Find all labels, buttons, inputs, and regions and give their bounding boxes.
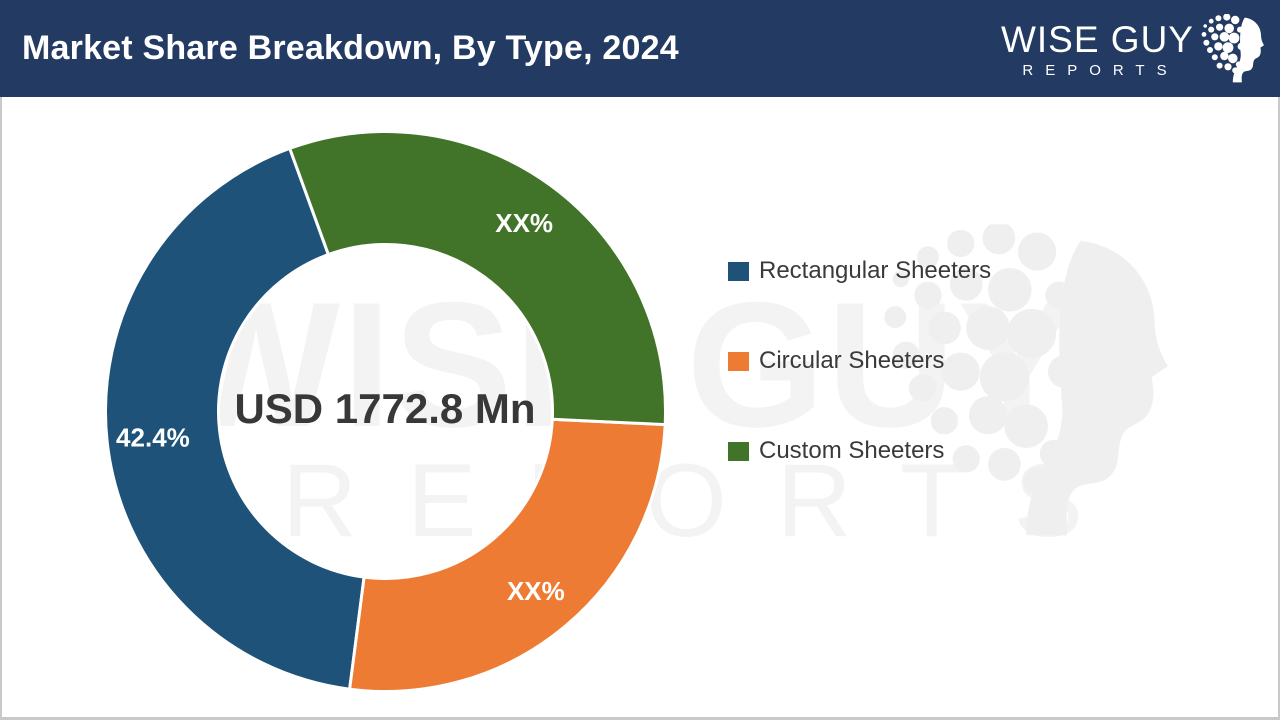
donut-chart: 42.4% XX% XX%	[104, 130, 667, 693]
legend-item-rectangular-sheeters: Rectangular Sheeters	[728, 252, 991, 290]
brand-face-icon	[1198, 9, 1264, 91]
brand-wordmark-line1: WISE GUY	[1000, 19, 1194, 61]
brand-logo: WISE GUY REPORTS	[1001, 6, 1264, 94]
donut-slice-rectangular-sheeters	[104, 146, 366, 691]
legend-item-custom-sheeters: Custom Sheeters	[728, 432, 991, 470]
donut-slice-circular-sheeters	[347, 417, 667, 693]
legend-swatch-icon	[728, 441, 749, 461]
chart-legend: Rectangular Sheeters Circular Sheeters C…	[728, 252, 991, 522]
donut-slice-custom-sheeters	[287, 130, 667, 427]
legend-label: Rectangular Sheeters	[759, 257, 992, 284]
brand-wordmark-line2: REPORTS	[1022, 61, 1179, 79]
slice-label: XX%	[507, 576, 565, 606]
legend-label: Circular Sheeters	[759, 347, 945, 374]
legend-swatch-icon	[728, 261, 749, 281]
legend-item-circular-sheeters: Circular Sheeters	[728, 342, 991, 380]
page-title: Market Share Breakdown, By Type, 2024	[22, 29, 679, 67]
brand-wordmark: WISE GUY REPORTS	[1000, 19, 1194, 79]
slice-label: 42.4%	[116, 422, 190, 452]
watermark-reports: REPORTS	[282, 443, 1133, 559]
legend-label: Custom Sheeters	[759, 437, 945, 464]
slice-label: XX%	[495, 208, 553, 238]
header-bar: Market Share Breakdown, By Type, 2024 WI…	[0, 0, 1280, 97]
donut-center-value: USD 1772.8 Mn	[234, 385, 536, 432]
legend-swatch-icon	[728, 351, 749, 371]
